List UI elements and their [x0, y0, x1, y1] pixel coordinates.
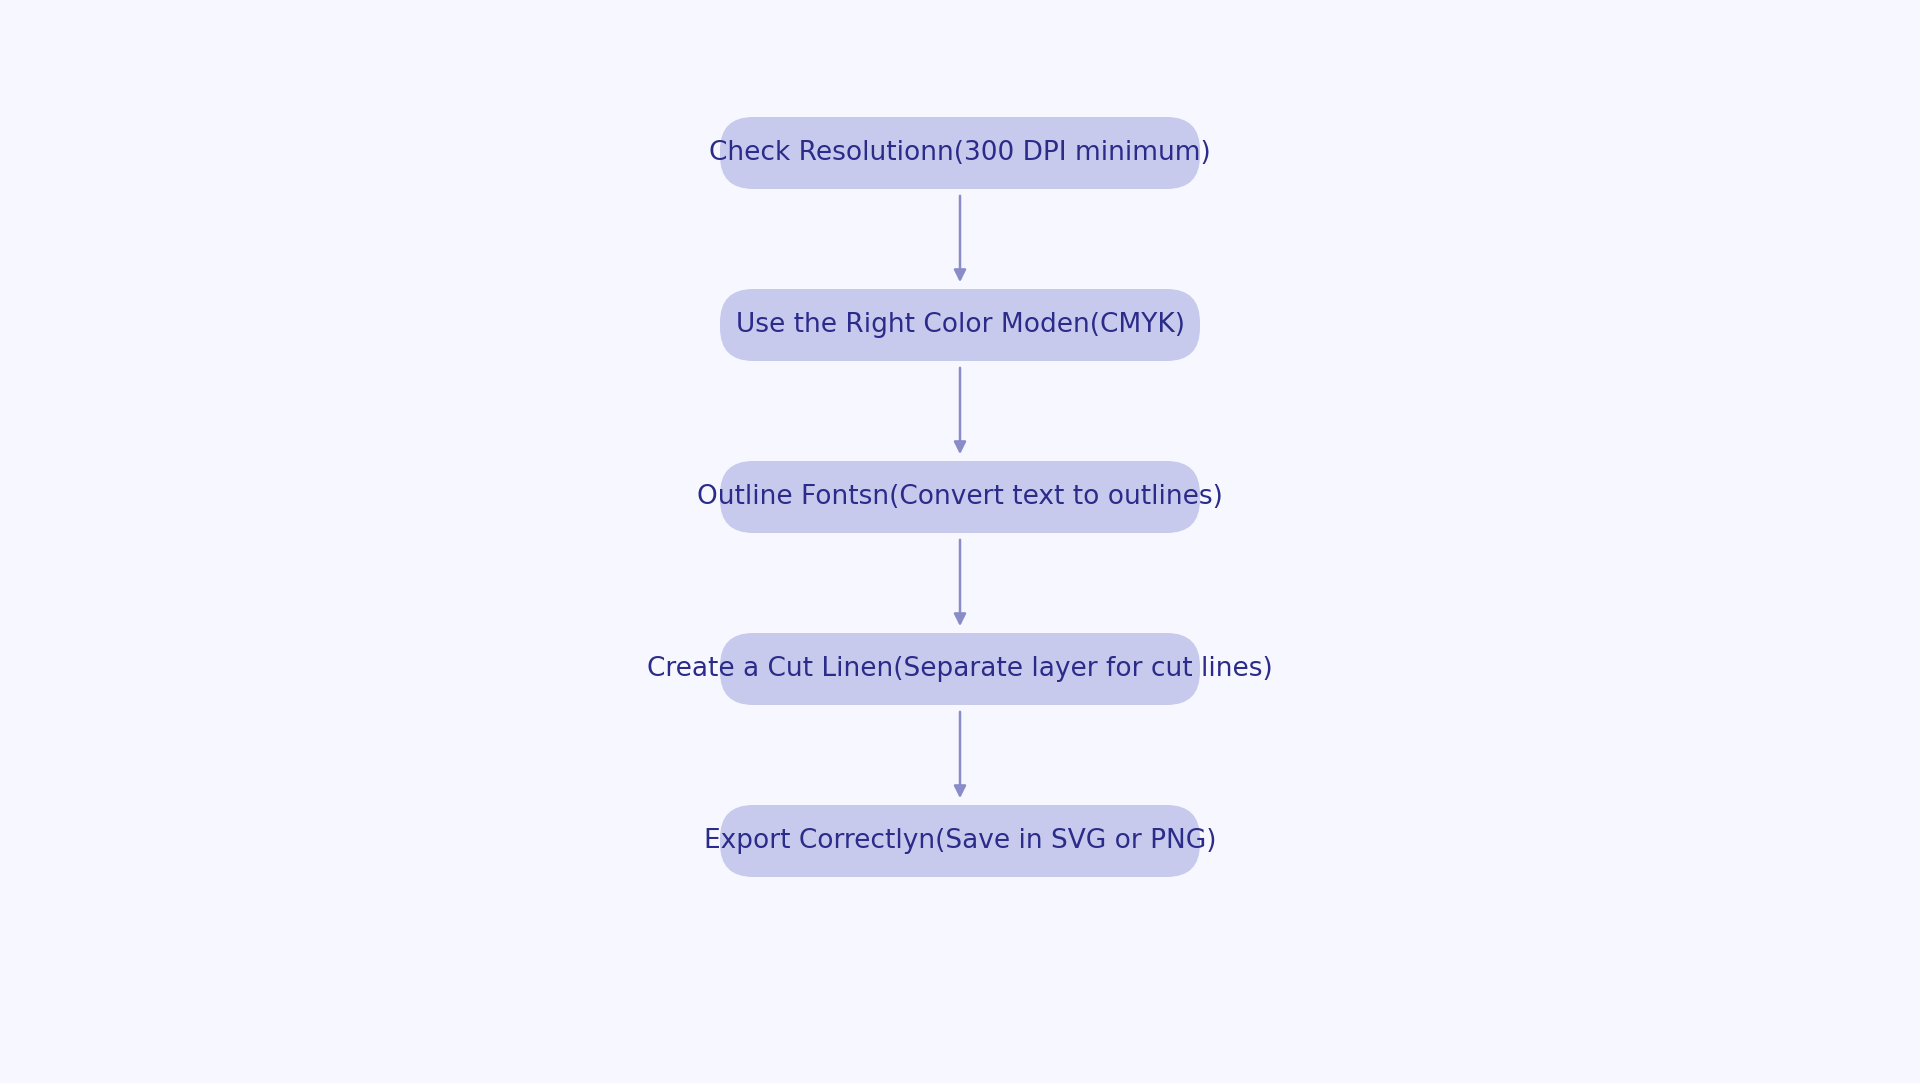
FancyBboxPatch shape — [720, 289, 1200, 361]
FancyBboxPatch shape — [720, 461, 1200, 533]
Text: Use the Right Color Moden(CMYK): Use the Right Color Moden(CMYK) — [735, 312, 1185, 338]
Text: Outline Fontsn(Convert text to outlines): Outline Fontsn(Convert text to outlines) — [697, 484, 1223, 510]
Text: Create a Cut Linen(Separate layer for cut lines): Create a Cut Linen(Separate layer for cu… — [647, 656, 1273, 682]
Text: Export Correctlyn(Save in SVG or PNG): Export Correctlyn(Save in SVG or PNG) — [705, 828, 1215, 854]
FancyBboxPatch shape — [720, 117, 1200, 190]
Text: Check Resolutionn(300 DPI minimum): Check Resolutionn(300 DPI minimum) — [708, 140, 1212, 166]
FancyBboxPatch shape — [720, 632, 1200, 705]
FancyBboxPatch shape — [720, 805, 1200, 877]
